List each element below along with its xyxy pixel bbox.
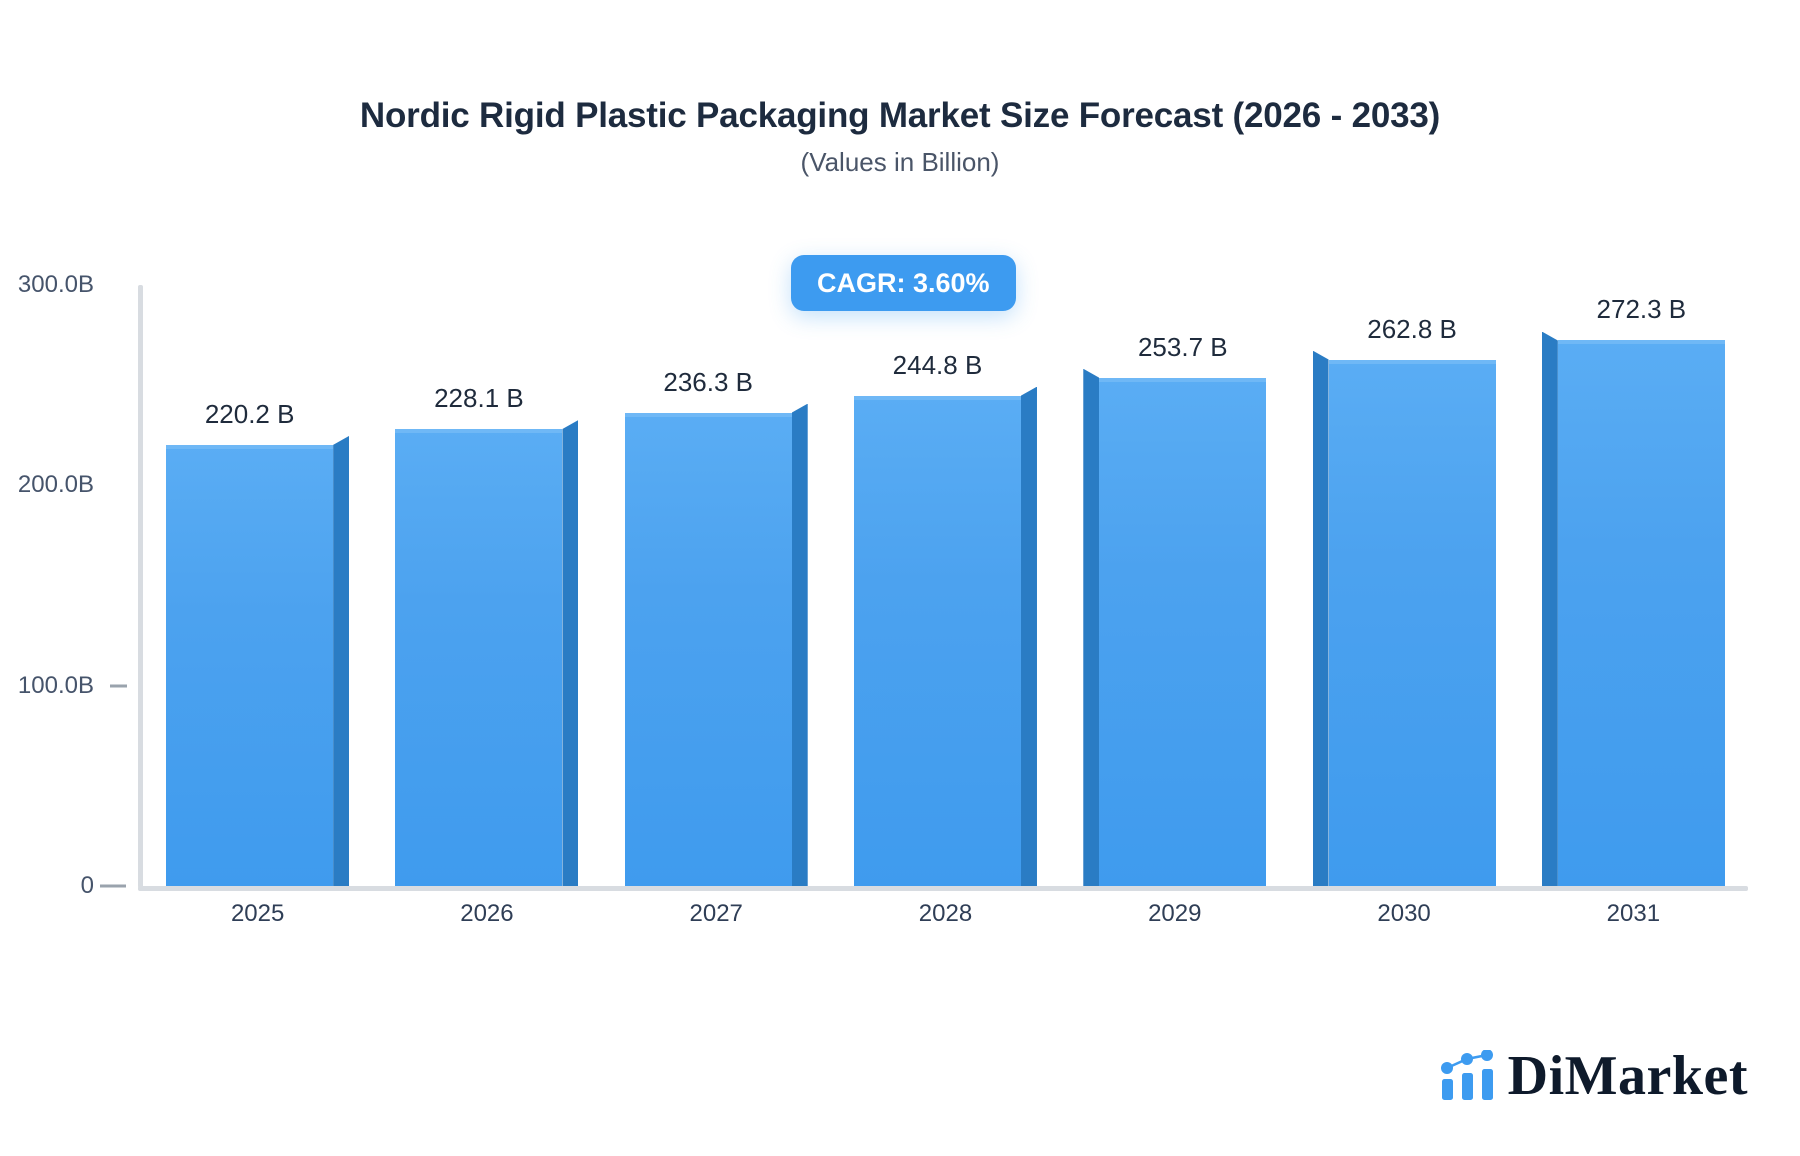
x-axis-tick-label: 2029 [1148,900,1202,927]
bar-side-face [1312,350,1329,886]
y-axis-tick-mark [100,884,126,888]
bar-front-face [166,444,334,886]
x-axis-tick-label: 2031 [1606,900,1661,927]
bar-front-face [395,429,563,886]
y-axis-tick-label: 100.0B [17,671,94,699]
bar-front-face [1557,340,1725,886]
y-axis-tick-label: 0 [80,872,94,899]
bar-top-face [853,395,1021,400]
y-axis-tick-label: 300.0B [17,271,94,298]
chart-title: Nordic Rigid Plastic Packaging Market Si… [359,96,1441,135]
x-axis-tick-label: 2028 [918,900,973,927]
bar-top-face [166,444,334,449]
chart-subtitle: (Values in Billion) [800,147,1000,177]
bar-top-face [1328,359,1496,364]
bar-side-face [1083,368,1100,886]
x-axis-tick-label: 2027 [689,900,743,927]
bar-side-face [1020,386,1037,886]
bar-side-face [562,420,579,886]
brand-logo: DiMarket [1440,1048,1748,1104]
bar-top-face [624,412,792,417]
bar-value-label: 220.2 B [204,398,295,429]
bar-value-label: 228.1 B [434,383,524,414]
bar-value-label: 236.3 B [663,366,754,397]
y-axis-tick-label: 200.0B [17,471,94,499]
bar-2027[interactable] [602,0,831,1156]
bar-value-label: 244.8 B [892,349,983,380]
bar-value-label: 272.3 B [1596,294,1687,325]
bar-2029[interactable] [1060,0,1289,1156]
bar-front-face [853,395,1021,886]
bar-value-label: 262.8 B [1367,313,1457,344]
y-axis-line [138,285,143,888]
bar-2030[interactable] [1289,0,1518,1156]
bar-chart-icon [1440,1050,1493,1100]
y-axis-tick-mark [110,684,127,688]
x-axis-tick-label: 2025 [230,900,285,927]
bar-side-face [1541,331,1558,886]
bar-2031[interactable] [1519,0,1748,1156]
bar-top-face [1557,340,1725,345]
bar-2026[interactable] [372,0,601,1156]
bar-side-face [791,403,808,886]
x-axis-line [138,886,1748,891]
x-axis-tick-label: 2026 [460,900,514,927]
bar-2025[interactable] [143,0,372,1156]
x-axis-tick-label: 2030 [1377,900,1431,927]
bar-side-face [333,435,350,886]
bar-top-face [1099,377,1267,382]
bar-front-face [1328,359,1496,886]
bar-front-face [1099,377,1267,886]
cagr-badge: CAGR: 3.60% [791,255,1016,311]
brand-logo-text: DiMarket [1507,1045,1748,1107]
bar-front-face [624,412,792,886]
bar-top-face [395,429,563,434]
bar-value-label: 253.7 B [1137,331,1228,362]
bar-2028[interactable] [831,0,1060,1156]
